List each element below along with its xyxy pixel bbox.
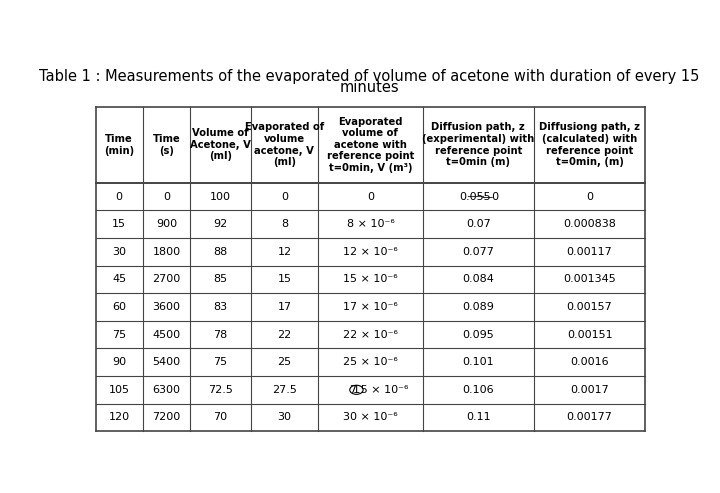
Text: 70: 70 <box>213 412 228 423</box>
Text: 0.00117: 0.00117 <box>567 247 613 257</box>
Text: 17 × 10⁻⁶: 17 × 10⁻⁶ <box>343 302 397 312</box>
Text: 30 × 10⁻⁶: 30 × 10⁻⁶ <box>343 412 397 423</box>
Text: Evaporated of
volume
acetone, V
(ml): Evaporated of volume acetone, V (ml) <box>245 122 324 167</box>
Text: —0: —0 <box>481 192 499 202</box>
Text: 120: 120 <box>109 412 130 423</box>
Text: 4500: 4500 <box>153 330 181 340</box>
Text: 15: 15 <box>277 275 292 284</box>
Text: 6300: 6300 <box>153 385 181 395</box>
Text: 15 × 10⁻⁶: 15 × 10⁻⁶ <box>343 275 397 284</box>
Text: 25 × 10⁻⁶: 25 × 10⁻⁶ <box>343 357 397 367</box>
Text: 0: 0 <box>367 192 374 202</box>
Text: minutes: minutes <box>339 80 399 95</box>
Text: 83: 83 <box>213 302 228 312</box>
Text: 45: 45 <box>112 275 126 284</box>
Text: 15: 15 <box>112 219 126 229</box>
Text: 0.07: 0.07 <box>466 219 490 229</box>
Text: Time
(s): Time (s) <box>153 134 180 156</box>
Text: 8: 8 <box>281 219 288 229</box>
Text: 72.5: 72.5 <box>208 385 233 395</box>
Text: 90: 90 <box>112 357 126 367</box>
Text: 75: 75 <box>213 357 228 367</box>
Text: 0.106: 0.106 <box>462 385 494 395</box>
Text: 0.0016: 0.0016 <box>570 357 609 367</box>
Text: 5400: 5400 <box>153 357 181 367</box>
Text: 0.095: 0.095 <box>462 330 494 340</box>
Text: 25: 25 <box>277 357 292 367</box>
Text: 88: 88 <box>213 247 228 257</box>
Text: 0: 0 <box>281 192 288 202</box>
Text: Time
(min): Time (min) <box>104 134 134 156</box>
Text: 85: 85 <box>213 275 228 284</box>
Text: Table 1 : Measurements of the evaporated of volume of acetone with duration of e: Table 1 : Measurements of the evaporated… <box>39 69 699 84</box>
Text: Diffusiong path, z
(calculated) with
reference point
t=0min, (m): Diffusiong path, z (calculated) with ref… <box>539 122 640 167</box>
Text: 75: 75 <box>112 330 126 340</box>
Text: 0.0017: 0.0017 <box>570 385 609 395</box>
Text: 92: 92 <box>213 219 228 229</box>
Text: 1800: 1800 <box>153 247 181 257</box>
Text: 0.000838: 0.000838 <box>563 219 616 229</box>
Text: 1: 1 <box>353 385 360 395</box>
Text: 0: 0 <box>163 192 170 202</box>
Text: 0.001345: 0.001345 <box>563 275 616 284</box>
Text: 12 × 10⁻⁶: 12 × 10⁻⁶ <box>343 247 397 257</box>
Text: 22: 22 <box>277 330 292 340</box>
Text: 0.00151: 0.00151 <box>567 330 613 340</box>
Text: 27.5: 27.5 <box>272 385 297 395</box>
Text: 0.00157: 0.00157 <box>567 302 613 312</box>
Text: 105: 105 <box>109 385 130 395</box>
Text: Evaporated
volume of
acetone with
reference point
t=0min, V (m³): Evaporated volume of acetone with refere… <box>327 116 414 173</box>
Text: 7200: 7200 <box>152 412 181 423</box>
Text: 0.055: 0.055 <box>459 192 491 202</box>
Text: 0.101: 0.101 <box>462 357 494 367</box>
Text: 0.11: 0.11 <box>466 412 490 423</box>
Text: 8 × 10⁻⁶: 8 × 10⁻⁶ <box>346 219 395 229</box>
Text: 0.089: 0.089 <box>462 302 494 312</box>
Text: 900: 900 <box>156 219 177 229</box>
Text: 78: 78 <box>213 330 228 340</box>
Text: 100: 100 <box>210 192 231 202</box>
Text: Diffusion path, z
(experimental) with
reference point
t=0min (m): Diffusion path, z (experimental) with re… <box>422 122 534 167</box>
Text: 12: 12 <box>277 247 292 257</box>
Text: 30: 30 <box>277 412 292 423</box>
Text: 2700: 2700 <box>152 275 181 284</box>
Text: 3600: 3600 <box>153 302 181 312</box>
Text: 60: 60 <box>112 302 126 312</box>
Text: 7.5 × 10⁻⁶: 7.5 × 10⁻⁶ <box>350 385 408 395</box>
Text: 17: 17 <box>277 302 292 312</box>
Text: 0: 0 <box>116 192 122 202</box>
Text: Volume of
Acetone, V
(ml): Volume of Acetone, V (ml) <box>190 128 251 161</box>
Text: 0.077: 0.077 <box>462 247 494 257</box>
Text: 30: 30 <box>112 247 126 257</box>
Text: 0: 0 <box>586 192 593 202</box>
Text: 0.084: 0.084 <box>462 275 494 284</box>
Text: 0.00177: 0.00177 <box>567 412 613 423</box>
Text: 22 × 10⁻⁶: 22 × 10⁻⁶ <box>343 330 398 340</box>
